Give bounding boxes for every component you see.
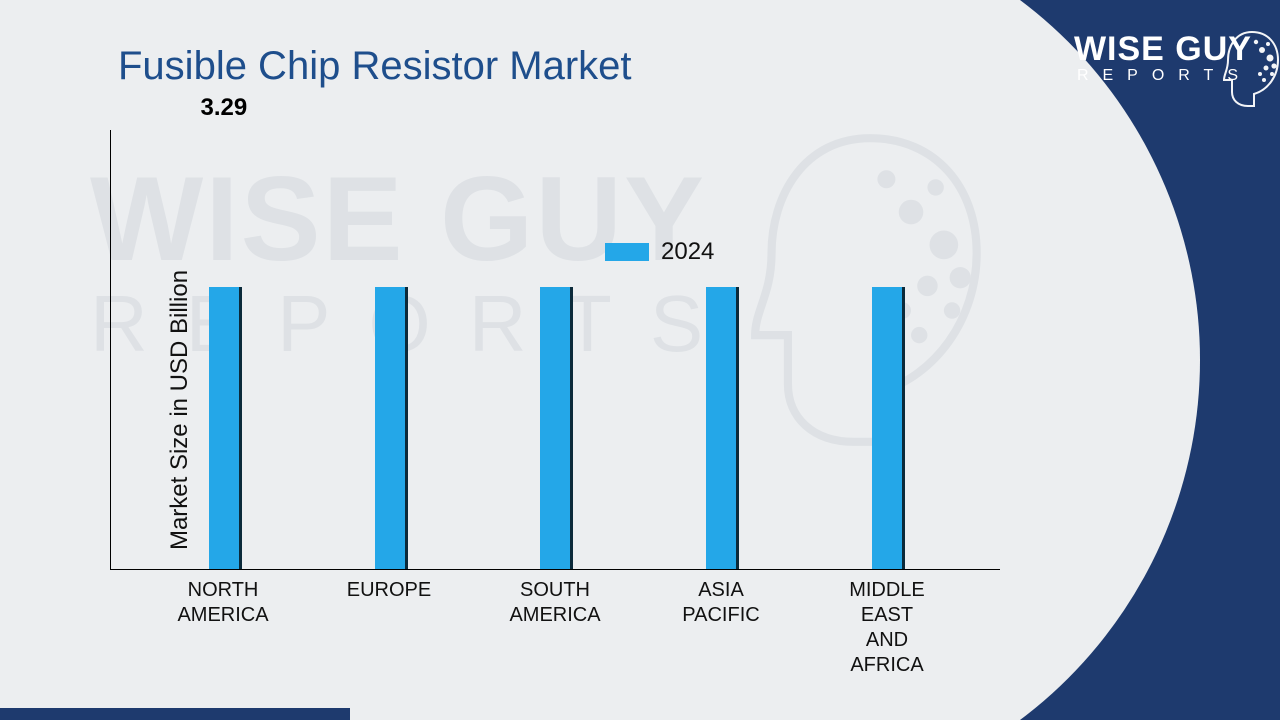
bar-shadow [902,287,905,569]
legend: 2024 [605,238,714,266]
bar-shadow [570,287,573,569]
bar-slot [325,130,455,569]
bar-slot [490,130,620,569]
plot-region: 3.29 [110,130,1000,570]
bar-slot: 3.29 [159,130,289,569]
bar-slot [822,130,952,569]
chart-title: Fusible Chip Resistor Market [118,44,632,89]
bar [706,287,736,569]
stage: WISE GUY REPORTS Fusible Chip Resistor M… [0,0,1280,720]
brand-line1: WISE GUY [1074,30,1252,69]
right-panel [1010,0,1280,720]
brand-line2: REPORTS [1074,67,1252,85]
bar [540,287,570,569]
legend-swatch [605,243,649,261]
x-axis-label: MIDDLEEASTANDAFRICA [822,570,952,690]
x-axis-label: SOUTHAMERICA [490,570,620,690]
chart-area: Market Size in USD Billion 2024 3.29 NOR… [50,130,1000,690]
x-axis-label: EUROPE [324,570,454,690]
brand-logo: WISE GUY REPORTS [1074,30,1252,85]
x-axis-label: NORTHAMERICA [158,570,288,690]
legend-label: 2024 [661,238,714,266]
bar [209,287,239,569]
bar [872,287,902,569]
bar-shadow [405,287,408,569]
bar-shadow [736,287,739,569]
bar-shadow [239,287,242,569]
x-axis-label: ASIAPACIFIC [656,570,786,690]
bar-slot [656,130,786,569]
bar [375,287,405,569]
bar-value-label: 3.29 [144,94,304,122]
bottom-accent-bar [0,708,350,720]
bars-container: 3.29 [111,130,1000,569]
x-axis-labels: NORTHAMERICA EUROPE SOUTHAMERICA ASIAPACIFI… [110,570,1000,690]
